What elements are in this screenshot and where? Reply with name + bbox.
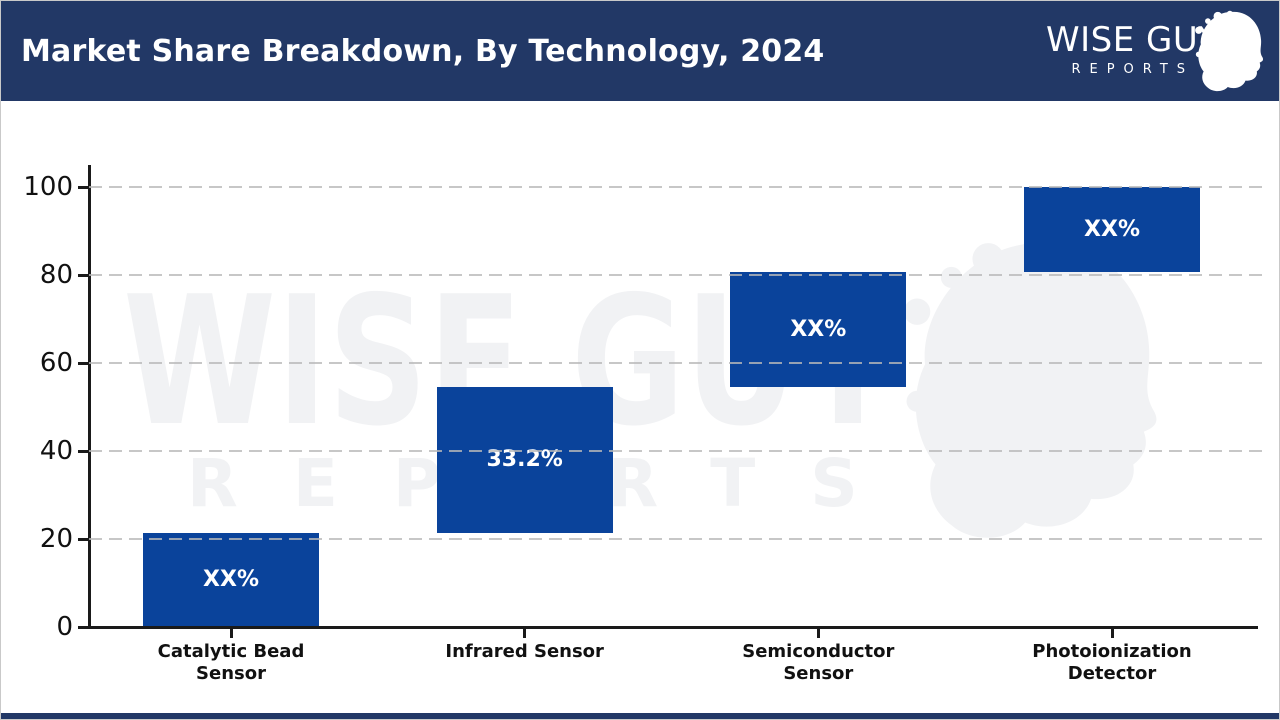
x-category-label: Infrared Sensor [445,641,604,662]
x-tick-mark [1110,629,1114,638]
brand-logo: WISE GUY REPORTS [1006,7,1271,97]
y-tick-mark [78,362,89,365]
x-axis-line [88,626,1258,629]
bar-value-label: XX% [203,567,259,593]
y-tick-mark [78,450,89,453]
header: Market Share Breakdown, By Technology, 2… [1,1,1279,101]
y-tick-label: 0 [56,612,73,642]
logo-head-icon [1195,10,1264,92]
watermark-head-icon [903,239,1157,538]
x-tick-mark [229,629,233,638]
y-tick-mark [78,186,89,189]
y-tick-label: 80 [39,260,73,290]
bar-value-label: XX% [790,317,847,343]
x-category-label: Photoionization Detector [1032,641,1192,684]
chart-title: Market Share Breakdown, By Technology, 2… [21,33,825,69]
gridline [89,274,1263,276]
y-tick-label: 40 [39,436,73,466]
gridline [89,362,1263,364]
footer-accent-bar [1,713,1279,719]
y-tick-label: 60 [39,348,73,378]
bar-value-label: XX% [1084,217,1140,243]
y-tick-label: 20 [39,524,73,554]
x-category-label: Catalytic Bead Sensor [157,641,305,684]
x-tick-mark [816,629,820,638]
logo-wordmark: WISE GUY REPORTS [1046,23,1220,77]
bar-segment: XX% [730,272,907,387]
gridline [89,450,1263,452]
y-tick-mark [78,626,89,629]
bar-segment: XX% [1024,187,1200,273]
bar-segment: XX% [143,532,319,627]
y-tick-mark [78,538,89,541]
logo-subtitle-text: REPORTS [1071,62,1195,77]
logo-name-text: WISE GUY [1046,20,1220,60]
x-tick-mark [523,629,527,638]
y-tick-mark [78,274,89,277]
y-axis-line [88,165,91,629]
bar-segment: 33.2% [436,386,613,533]
y-tick-label: 100 [23,172,73,202]
bar-value-label: 33.2% [486,447,563,473]
x-category-label: Semiconductor Sensor [742,641,895,684]
